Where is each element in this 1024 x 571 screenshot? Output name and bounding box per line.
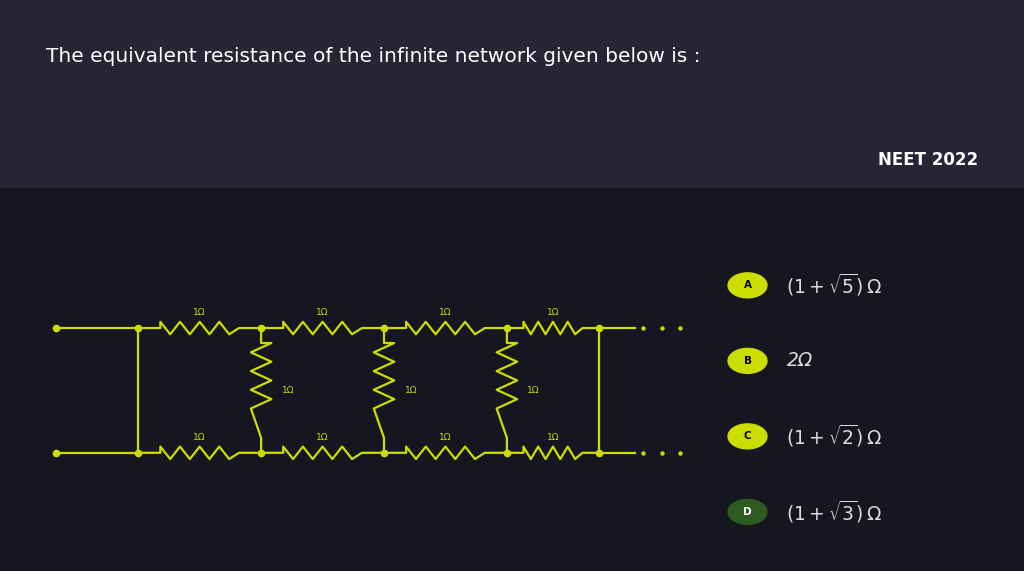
Text: A: A <box>743 280 752 291</box>
Text: C: C <box>743 431 752 441</box>
Text: The equivalent resistance of the infinite network given below is :: The equivalent resistance of the infinit… <box>46 47 700 66</box>
Text: 1Ω: 1Ω <box>194 308 206 317</box>
Circle shape <box>728 500 767 524</box>
Text: 1Ω: 1Ω <box>282 386 294 395</box>
Text: 1Ω: 1Ω <box>547 433 559 441</box>
Text: NEET 2022: NEET 2022 <box>878 151 978 169</box>
Circle shape <box>728 273 767 298</box>
Circle shape <box>728 348 767 373</box>
Text: 1Ω: 1Ω <box>404 386 417 395</box>
Text: 1Ω: 1Ω <box>316 308 329 317</box>
Text: D: D <box>743 507 752 517</box>
Circle shape <box>728 424 767 449</box>
Text: $(1+\sqrt{5})\,\Omega$: $(1+\sqrt{5})\,\Omega$ <box>786 272 883 299</box>
Text: 1Ω: 1Ω <box>439 433 452 441</box>
Text: B: B <box>743 356 752 366</box>
Text: $(1+\sqrt{2})\,\Omega$: $(1+\sqrt{2})\,\Omega$ <box>786 423 883 449</box>
FancyBboxPatch shape <box>0 0 1024 192</box>
Text: 1Ω: 1Ω <box>439 308 452 317</box>
Text: 2Ω: 2Ω <box>786 351 813 371</box>
Text: 1Ω: 1Ω <box>194 433 206 441</box>
Text: 1Ω: 1Ω <box>547 308 559 317</box>
Text: 1Ω: 1Ω <box>527 386 540 395</box>
Text: $(1+\sqrt{3})\,\Omega$: $(1+\sqrt{3})\,\Omega$ <box>786 499 883 525</box>
Text: 1Ω: 1Ω <box>316 433 329 441</box>
